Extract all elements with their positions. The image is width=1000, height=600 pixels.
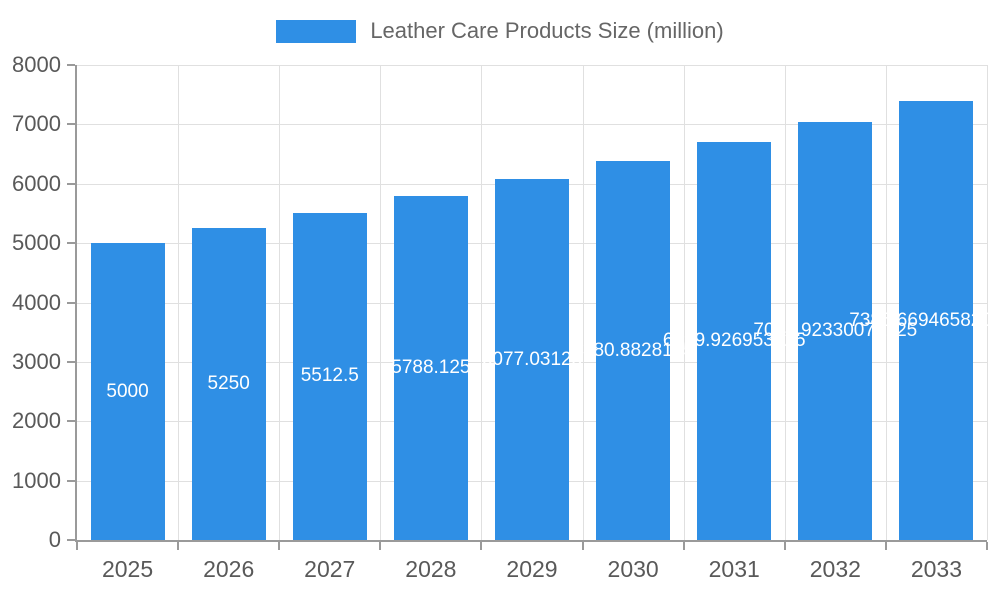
v-gridline (481, 65, 483, 540)
v-gridline (885, 65, 887, 540)
y-axis-label: 8000 (12, 52, 61, 77)
x-axis-label: 2029 (506, 556, 558, 582)
y-tick-mark (67, 420, 75, 423)
h-gridline (77, 124, 987, 126)
x-tick-mark (783, 542, 786, 550)
bar[interactable] (191, 228, 266, 540)
v-gridline (582, 65, 584, 540)
v-gridline (683, 65, 685, 540)
y-tick-mark (67, 182, 75, 185)
bar[interactable] (90, 243, 165, 540)
y-axis-label: 7000 (12, 111, 61, 137)
y-tick-mark (67, 242, 75, 245)
x-tick-mark (379, 542, 382, 550)
y-axis-label: 0 (48, 527, 61, 552)
bar[interactable] (899, 101, 974, 540)
v-gridline (784, 65, 786, 540)
y-tick-mark (67, 539, 75, 541)
x-tick-mark (986, 542, 988, 550)
plot-area: 0 1000 2000 3000 4000 5000 6000 7000 8000 2025 500… (12, 52, 1000, 582)
bar[interactable] (292, 212, 367, 540)
y-axis-label: 6000 (12, 170, 61, 196)
x-tick-mark (278, 542, 281, 550)
x-tick-mark (177, 542, 180, 550)
y-axis-label: 1000 (12, 467, 61, 493)
x-axis-label: 2025 (101, 556, 154, 582)
legend-swatch-icon (276, 19, 357, 43)
y-axis-label: 5000 (12, 230, 61, 256)
x-tick-mark (480, 542, 483, 550)
bar[interactable] (697, 142, 772, 540)
y-axis-label: 3000 (12, 348, 61, 374)
x-tick-mark (76, 542, 78, 550)
x-tick-mark (884, 542, 887, 550)
legend-item[interactable]: Leather Care Products Size (million) (0, 18, 1000, 44)
y-tick-mark (67, 301, 75, 304)
x-axis-label: 2028 (405, 556, 457, 582)
y-tick-mark (67, 479, 75, 482)
bar[interactable] (393, 196, 468, 540)
x-tick-mark (581, 542, 584, 550)
y-tick-mark (67, 123, 75, 126)
h-gridline (77, 65, 987, 66)
y-tick-mark (67, 64, 75, 66)
bar[interactable] (596, 161, 671, 540)
y-tick-mark (67, 360, 75, 363)
bar[interactable] (495, 179, 569, 540)
v-gridline (380, 65, 382, 540)
v-gridline (987, 65, 988, 540)
x-tick-mark (682, 542, 685, 550)
y-axis-label: 4000 (12, 289, 61, 315)
legend-label: Leather Care Products Size (million) (370, 18, 724, 43)
x-axis-label: 2033 (910, 556, 963, 582)
v-gridline (178, 65, 180, 540)
x-axis-label: 2026 (203, 556, 255, 582)
y-axis-label: 2000 (12, 408, 61, 434)
bar[interactable] (798, 122, 873, 540)
x-axis-label: 2027 (304, 556, 356, 582)
x-axis-label: 2031 (708, 556, 760, 582)
x-axis-label: 2030 (607, 556, 659, 582)
v-gridline (279, 65, 281, 540)
x-axis-label: 2032 (809, 556, 861, 582)
